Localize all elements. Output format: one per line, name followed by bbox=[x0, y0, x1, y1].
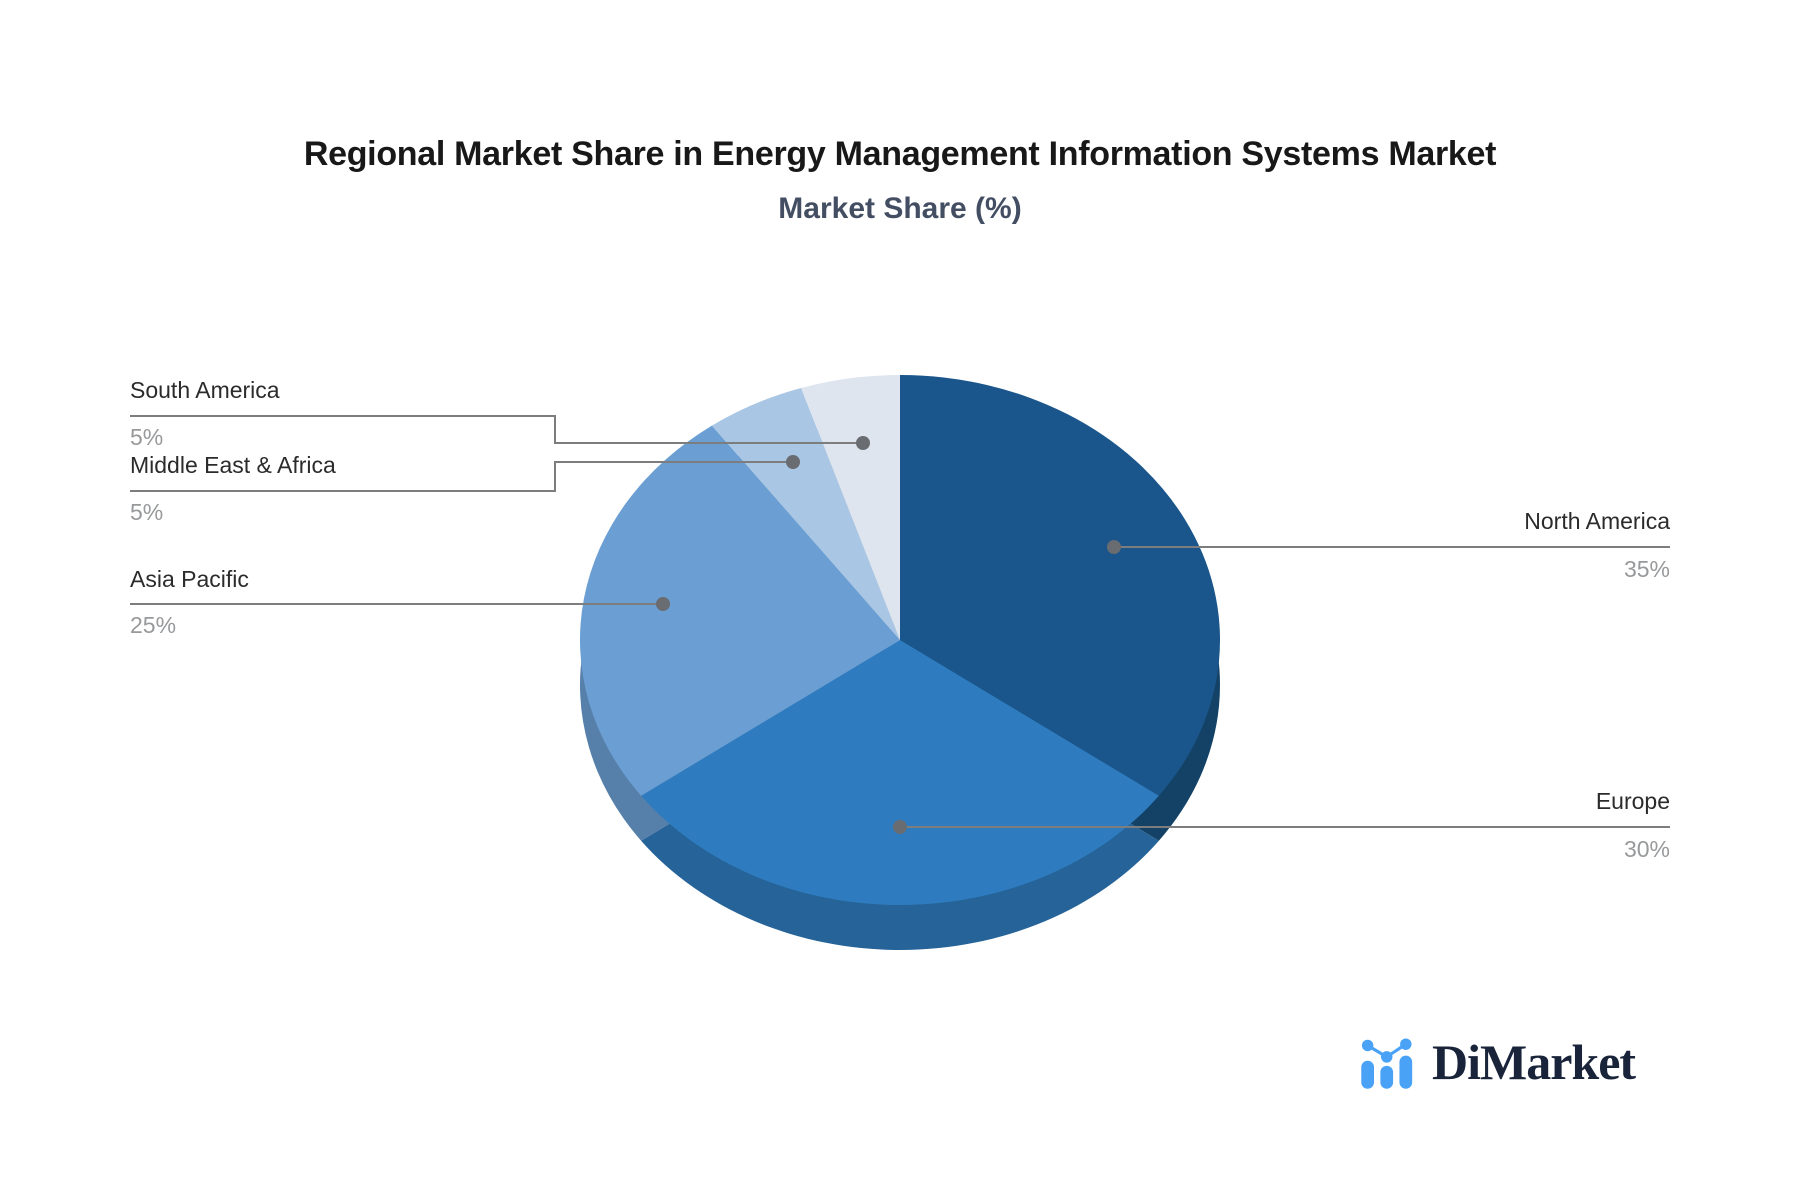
value-europe: 30% bbox=[1623, 836, 1670, 862]
label-europe: Europe bbox=[1595, 788, 1670, 814]
label-asia-pacific: Asia Pacific bbox=[130, 566, 249, 592]
brand-name: DiMarket bbox=[1432, 1034, 1636, 1090]
leader-dot-middle-east-africa bbox=[786, 455, 800, 469]
value-asia-pacific: 25% bbox=[130, 612, 177, 638]
value-middle-east-africa: 5% bbox=[130, 499, 164, 525]
label-south-america: South America bbox=[130, 377, 280, 403]
value-south-america: 5% bbox=[130, 424, 164, 450]
leader-dot-asia-pacific bbox=[656, 597, 670, 611]
value-north-america: 35% bbox=[1623, 556, 1670, 582]
slice-north-america bbox=[900, 375, 1220, 796]
slice-europe bbox=[641, 640, 1159, 905]
slice-asia-pacific bbox=[580, 425, 900, 796]
brand-logo: DiMarket bbox=[1360, 1034, 1636, 1090]
bar-chart-logo-icon bbox=[1361, 1038, 1413, 1089]
label-north-america: North America bbox=[1524, 508, 1670, 534]
chart-subtitle: Market Share (%) bbox=[778, 192, 1022, 225]
leader-line-south-america bbox=[130, 415, 863, 444]
leader-dot-europe bbox=[893, 820, 907, 834]
leader-dot-north-america bbox=[1107, 540, 1121, 554]
leader-dot-south-america bbox=[856, 436, 870, 450]
chart-title: Regional Market Share in Energy Manageme… bbox=[303, 135, 1497, 173]
slice-south-america bbox=[801, 375, 900, 640]
leader-line-middle-east-africa bbox=[130, 461, 793, 492]
label-middle-east-africa: Middle East & Africa bbox=[130, 452, 336, 478]
slice-middle-east-africa bbox=[711, 387, 900, 640]
